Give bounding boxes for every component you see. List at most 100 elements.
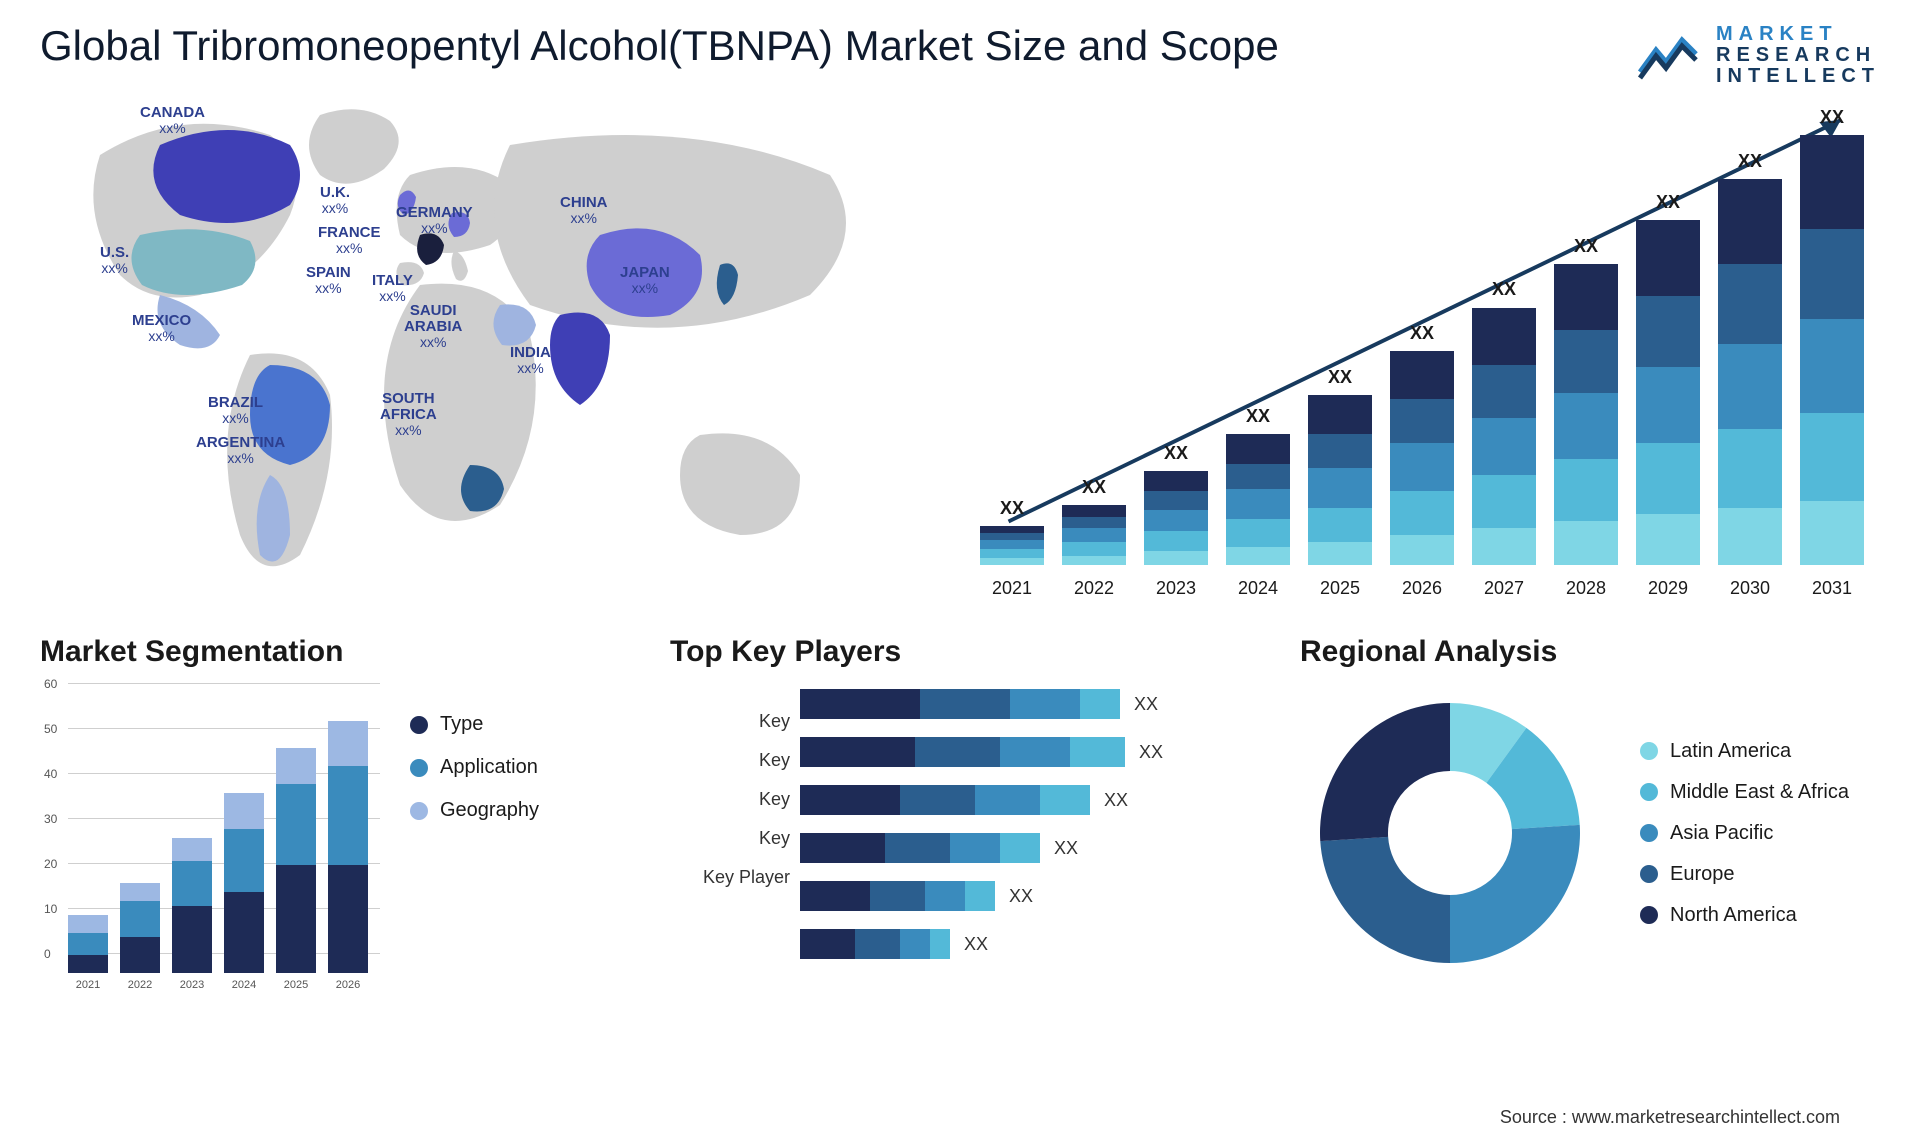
player-bar: XX — [800, 833, 1270, 863]
growth-bar: XX — [1062, 505, 1126, 565]
donut-slice — [1450, 825, 1580, 963]
regional-donut — [1300, 683, 1600, 983]
bar-year-label: 2029 — [1636, 578, 1700, 599]
map-label: CANADAxx% — [140, 105, 205, 135]
legend-item: North America — [1640, 904, 1849, 927]
player-value-label: XX — [1139, 742, 1163, 763]
player-value-label: XX — [1104, 790, 1128, 811]
seg-year-label: 2024 — [224, 979, 264, 991]
bar-value-label: XX — [1226, 406, 1290, 427]
legend-item: Europe — [1640, 863, 1849, 886]
donut-slice — [1320, 703, 1450, 841]
legend-item: Asia Pacific — [1640, 822, 1849, 845]
player-label: Key — [670, 828, 790, 849]
map-label: U.S.xx% — [100, 245, 129, 275]
bar-value-label: XX — [1390, 323, 1454, 344]
y-tick-label: 10 — [44, 902, 57, 916]
map-label: BRAZILxx% — [208, 395, 263, 425]
segmentation-bar — [172, 838, 212, 973]
bar-value-label: XX — [1144, 443, 1208, 464]
legend-item: Middle East & Africa — [1640, 781, 1849, 804]
segmentation-chart: 0102030405060202120222023202420252026 — [40, 683, 380, 993]
player-value-label: XX — [1054, 838, 1078, 859]
growth-bar: XX — [980, 526, 1044, 565]
y-tick-label: 50 — [44, 722, 57, 736]
world-map: CANADAxx% U.S.xx% MEXICOxx% BRAZILxx% ARGENT… — [40, 95, 920, 615]
player-label: Key — [670, 711, 790, 732]
seg-year-label: 2022 — [120, 979, 160, 991]
bar-year-label: 2022 — [1062, 578, 1126, 599]
bar-value-label: XX — [1718, 151, 1782, 172]
growth-bar: XX — [1390, 351, 1454, 565]
growth-chart: XXXXXXXXXXXXXXXXXXXXXX 20212022202320242… — [940, 95, 1880, 615]
legend-item: Latin America — [1640, 740, 1849, 763]
y-tick-label: 30 — [44, 812, 57, 826]
seg-year-label: 2023 — [172, 979, 212, 991]
bar-value-label: XX — [1800, 107, 1864, 128]
growth-bar: XX — [1226, 434, 1290, 565]
seg-year-label: 2026 — [328, 979, 368, 991]
donut-slice — [1320, 837, 1450, 963]
map-label: SPAINxx% — [306, 265, 351, 295]
source-attribution: Source : www.marketresearchintellect.com — [1500, 1107, 1840, 1128]
bar-year-label: 2026 — [1390, 578, 1454, 599]
bar-year-label: 2021 — [980, 578, 1044, 599]
map-label: CHINAxx% — [560, 195, 608, 225]
segmentation-legend: Type Application Geography — [410, 683, 539, 993]
segmentation-title: Market Segmentation — [40, 635, 640, 669]
legend-item: Application — [410, 756, 539, 779]
map-label: ITALYxx% — [372, 273, 413, 303]
player-bar: XX — [800, 689, 1270, 719]
growth-bar: XX — [1554, 264, 1618, 565]
bar-value-label: XX — [1062, 477, 1126, 498]
player-label: Key Player — [670, 867, 790, 888]
map-label: SAUDIARABIAxx% — [404, 303, 462, 349]
bar-value-label: XX — [1554, 236, 1618, 257]
map-label: SOUTHAFRICAxx% — [380, 391, 437, 437]
y-tick-label: 0 — [44, 947, 51, 961]
segmentation-bar — [120, 883, 160, 973]
bar-year-label: 2028 — [1554, 578, 1618, 599]
player-value-label: XX — [1009, 886, 1033, 907]
segmentation-bar — [276, 748, 316, 973]
player-bar: XX — [800, 881, 1270, 911]
player-value-label: XX — [1134, 694, 1158, 715]
map-label: U.K.xx% — [320, 185, 350, 215]
player-value-label: XX — [964, 934, 988, 955]
regional-legend: Latin America Middle East & Africa Asia Pa… — [1640, 740, 1849, 927]
map-label: GERMANYxx% — [396, 205, 473, 235]
bar-year-label: 2025 — [1308, 578, 1372, 599]
players-chart: XX XX XX XX XX XX — [800, 683, 1270, 959]
bar-value-label: XX — [1472, 279, 1536, 300]
players-title: Top Key Players — [670, 635, 1270, 669]
segmentation-bar — [68, 915, 108, 974]
bar-year-label: 2027 — [1472, 578, 1536, 599]
growth-bar: XX — [1308, 395, 1372, 565]
legend-item: Type — [410, 713, 539, 736]
map-label: FRANCExx% — [318, 225, 381, 255]
bar-year-label: 2030 — [1718, 578, 1782, 599]
bar-year-label: 2023 — [1144, 578, 1208, 599]
seg-year-label: 2021 — [68, 979, 108, 991]
growth-bar: XX — [1636, 220, 1700, 565]
bar-year-label: 2031 — [1800, 578, 1864, 599]
legend-item: Geography — [410, 799, 539, 822]
logo-line-3: INTELLECT — [1716, 66, 1880, 87]
player-label: Key — [670, 750, 790, 771]
seg-year-label: 2025 — [276, 979, 316, 991]
regional-title: Regional Analysis — [1300, 635, 1880, 669]
y-tick-label: 40 — [44, 767, 57, 781]
map-label: ARGENTINAxx% — [196, 435, 285, 465]
y-tick-label: 20 — [44, 857, 57, 871]
bar-value-label: XX — [1308, 367, 1372, 388]
growth-bar: XX — [1800, 135, 1864, 565]
logo-line-2: RESEARCH — [1716, 45, 1880, 66]
segmentation-bar — [328, 721, 368, 973]
map-label: JAPANxx% — [620, 265, 670, 295]
growth-bar: XX — [1144, 471, 1208, 565]
page-title: Global Tribromoneopentyl Alcohol(TBNPA) … — [40, 20, 1279, 73]
player-label: Key — [670, 789, 790, 810]
map-label: MEXICOxx% — [132, 313, 191, 343]
growth-bar: XX — [1718, 179, 1782, 565]
bar-year-label: 2024 — [1226, 578, 1290, 599]
